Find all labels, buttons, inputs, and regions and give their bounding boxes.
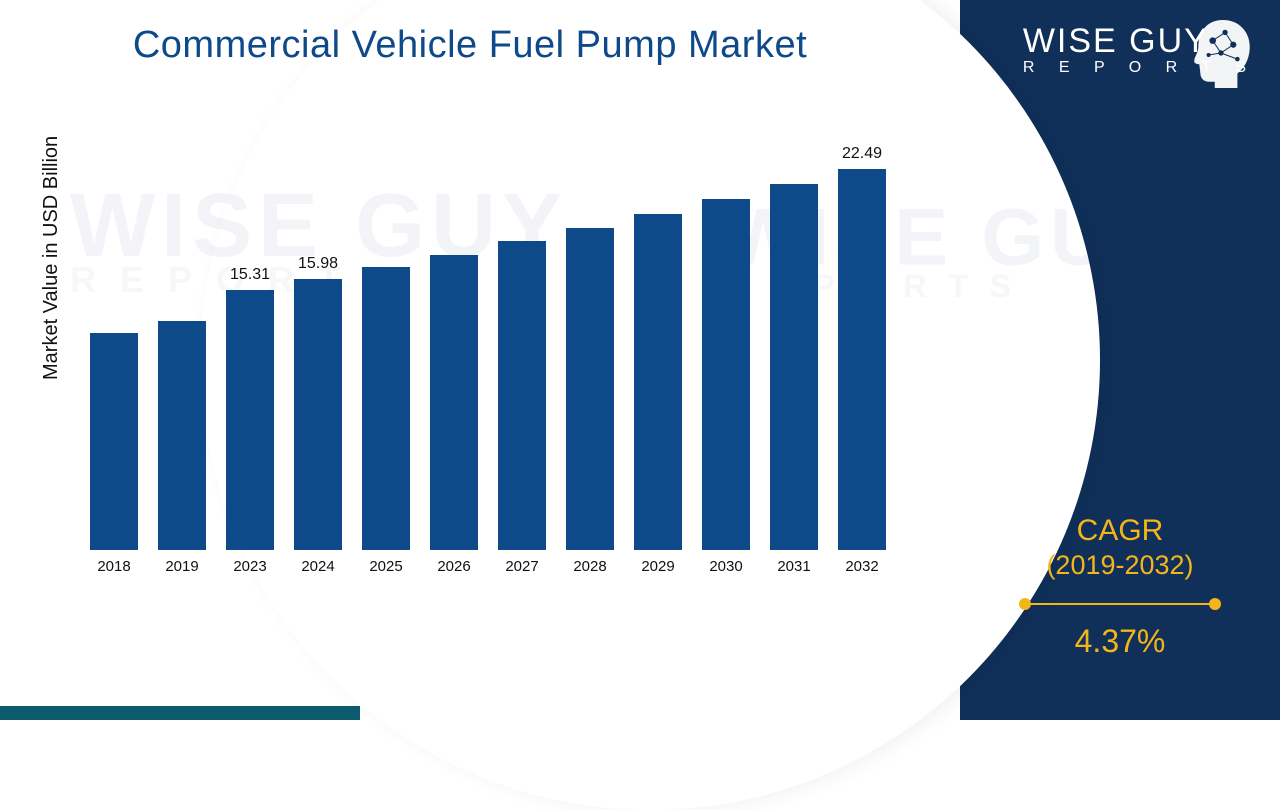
bar-wrap: 15.982024 bbox=[294, 255, 342, 550]
bar-x-label: 2032 bbox=[845, 558, 878, 575]
bar bbox=[362, 267, 410, 550]
bar-x-label: 2018 bbox=[97, 558, 130, 575]
bar-wrap: 2018 bbox=[90, 327, 138, 550]
bar-value-label: 22.49 bbox=[842, 145, 882, 163]
bar-wrap: 2031 bbox=[770, 178, 818, 550]
bar-value-label: 15.31 bbox=[230, 266, 270, 284]
bar-value-label: 15.98 bbox=[298, 255, 338, 273]
bar-x-label: 2023 bbox=[233, 558, 266, 575]
bar-x-label: 2019 bbox=[165, 558, 198, 575]
brand-logo: WISE GUY R E P O R T S bbox=[1023, 22, 1256, 77]
bar bbox=[430, 255, 478, 550]
bar bbox=[90, 333, 138, 550]
bar bbox=[498, 241, 546, 550]
bar-x-label: 2030 bbox=[709, 558, 742, 575]
bar-x-label: 2028 bbox=[573, 558, 606, 575]
cagr-divider bbox=[1025, 603, 1215, 605]
bar-wrap: 2026 bbox=[430, 249, 478, 550]
bar-wrap: 2027 bbox=[498, 235, 546, 550]
bar bbox=[634, 214, 682, 550]
bar-x-label: 2024 bbox=[301, 558, 334, 575]
bar-wrap: 2019 bbox=[158, 315, 206, 550]
bar-x-label: 2029 bbox=[641, 558, 674, 575]
bottom-accent-bar bbox=[0, 706, 360, 720]
bar-wrap: 22.492032 bbox=[838, 145, 886, 550]
bar-wrap: 2029 bbox=[634, 208, 682, 550]
head-profile-icon bbox=[1192, 18, 1254, 90]
bar bbox=[158, 321, 206, 550]
bar bbox=[838, 169, 886, 550]
bar bbox=[294, 279, 342, 550]
cagr-value: 4.37% bbox=[990, 623, 1250, 660]
cagr-title: CAGR bbox=[990, 514, 1250, 548]
y-axis-label: Market Value in USD Billion bbox=[40, 136, 63, 380]
cagr-block: CAGR (2019-2032) 4.37% bbox=[990, 514, 1250, 660]
bar-wrap: 2028 bbox=[566, 222, 614, 550]
bar-chart: 2018201915.31202315.98202420252026202720… bbox=[90, 160, 900, 580]
bar bbox=[770, 184, 818, 550]
cagr-period: (2019-2032) bbox=[990, 550, 1250, 581]
bar-x-label: 2031 bbox=[777, 558, 810, 575]
bar bbox=[702, 199, 750, 550]
bar-wrap: 2030 bbox=[702, 193, 750, 550]
bar bbox=[566, 228, 614, 550]
bar bbox=[226, 290, 274, 550]
bar-wrap: 15.312023 bbox=[226, 266, 274, 550]
bar-x-label: 2025 bbox=[369, 558, 402, 575]
bar-x-label: 2026 bbox=[437, 558, 470, 575]
bars-container: 2018 2019 15.312023 15.982024 2025 2026 2027 20… bbox=[90, 160, 900, 550]
bar-wrap: 2025 bbox=[362, 261, 410, 550]
chart-title: Commercial Vehicle Fuel Pump Market bbox=[60, 24, 880, 67]
bar-x-label: 2027 bbox=[505, 558, 538, 575]
